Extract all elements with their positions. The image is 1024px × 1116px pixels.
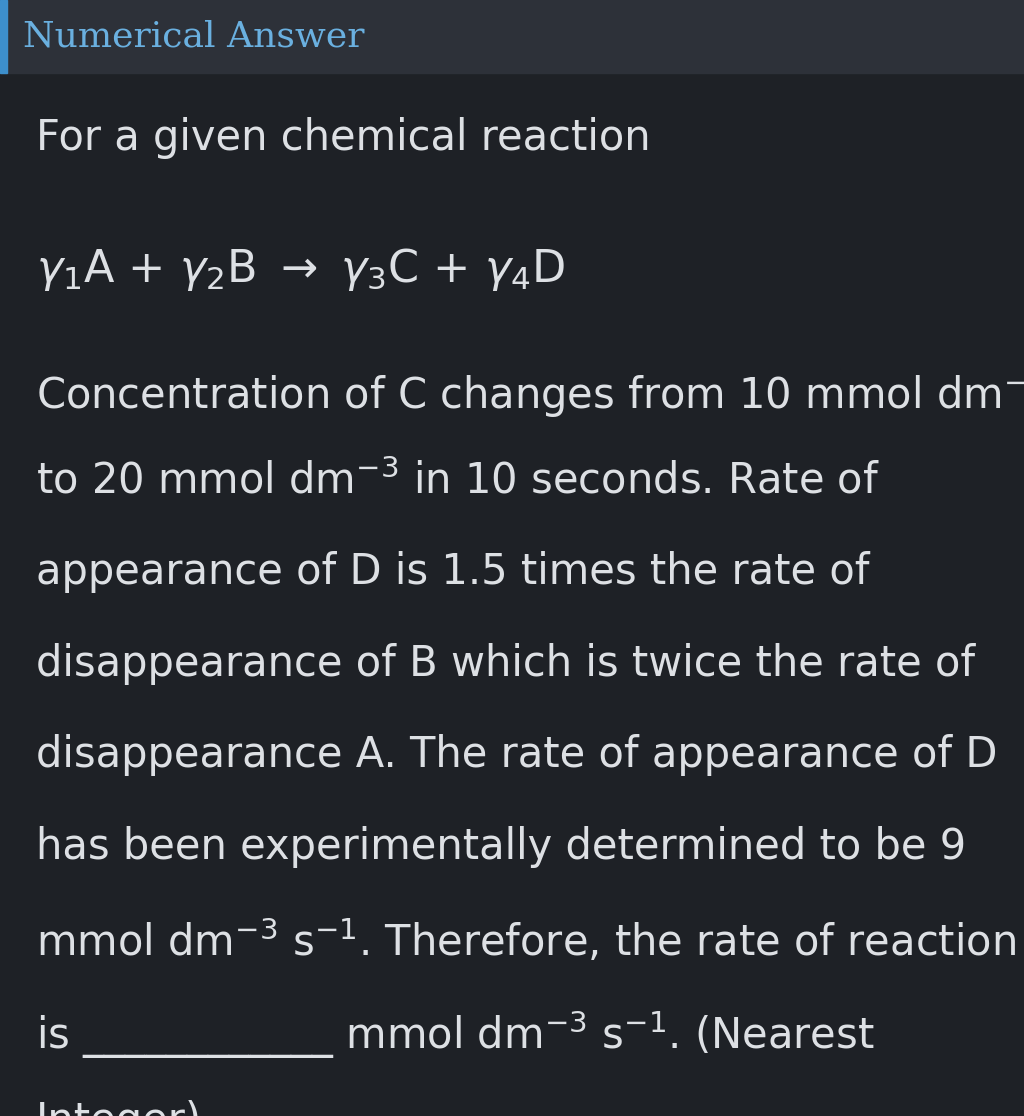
Bar <box>0 0 1024 73</box>
Text: appearance of D is 1.5 times the rate of: appearance of D is 1.5 times the rate of <box>36 551 869 594</box>
Text: has been experimentally determined to be 9: has been experimentally determined to be… <box>36 826 966 868</box>
Text: to 20 mmol dm$^{-3}$ in 10 seconds. Rate of: to 20 mmol dm$^{-3}$ in 10 seconds. Rate… <box>36 460 880 502</box>
Text: Concentration of C changes from 10 mmol dm$^{-3}$: Concentration of C changes from 10 mmol … <box>36 368 1024 420</box>
Bar <box>0 0 7 73</box>
Text: is ____________ mmol dm$^{-3}$ s$^{-1}$. (Nearest: is ____________ mmol dm$^{-3}$ s$^{-1}$.… <box>36 1009 874 1061</box>
Text: Integer): Integer) <box>36 1100 202 1116</box>
Text: disappearance of B which is twice the rate of: disappearance of B which is twice the ra… <box>36 643 975 685</box>
Text: For a given chemical reaction: For a given chemical reaction <box>36 117 650 160</box>
Text: Numerical Answer: Numerical Answer <box>23 19 364 54</box>
Text: mmol dm$^{-3}$ s$^{-1}$. Therefore, the rate of reaction: mmol dm$^{-3}$ s$^{-1}$. Therefore, the … <box>36 917 1016 965</box>
Text: $\gamma_1$A + $\gamma_2$B $\rightarrow$ $\gamma_3$C + $\gamma_4$D: $\gamma_1$A + $\gamma_2$B $\rightarrow$ … <box>36 246 565 292</box>
Text: disappearance A. The rate of appearance of D: disappearance A. The rate of appearance … <box>36 734 997 777</box>
